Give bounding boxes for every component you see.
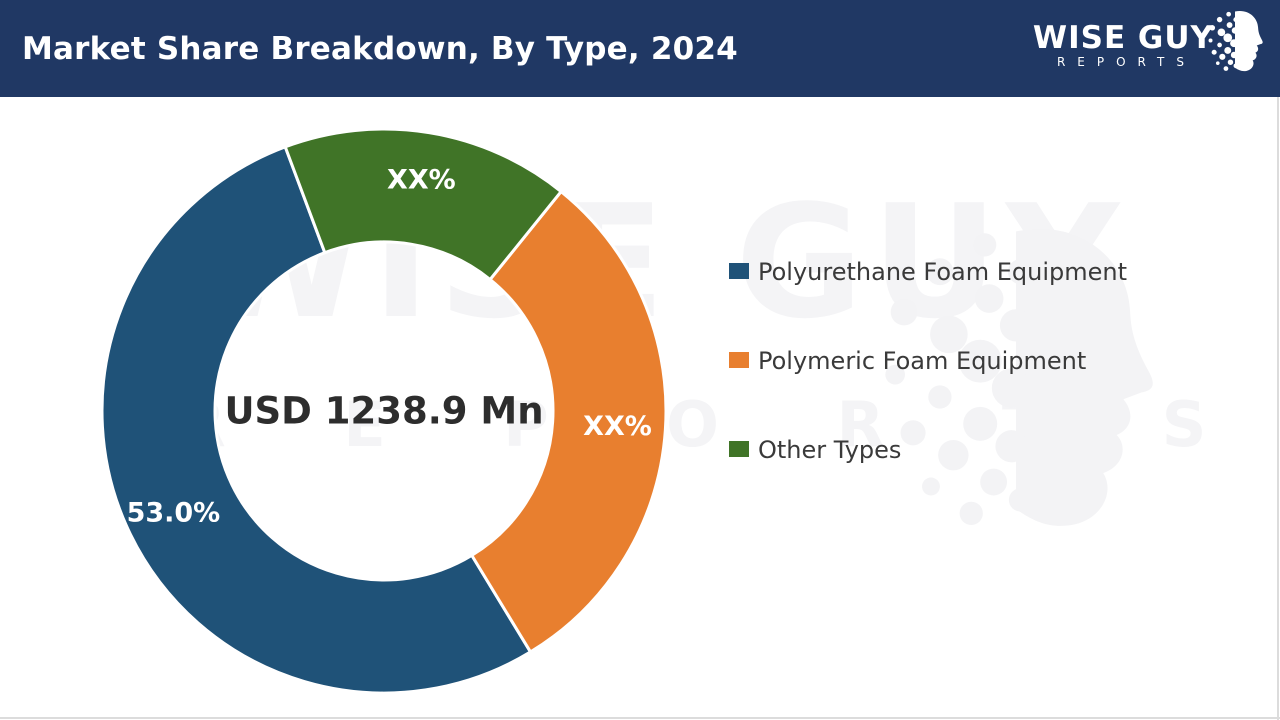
brand-name: WISE GUY [1032, 20, 1214, 56]
brand-subtitle: REPORTS [1056, 55, 1196, 69]
donut-segment-1 [470, 190, 668, 654]
legend-label: Polyurethane Foam Equipment [758, 258, 1128, 286]
segment-value-label-1: XX% [583, 411, 652, 442]
legend-swatch-other-types [729, 441, 749, 457]
segment-value-label-2: XX% [387, 165, 456, 196]
legend-item-polymeric-foam-equipment: Polymeric Foam Equipment [729, 347, 1127, 376]
legend-swatch-polymeric [729, 352, 749, 368]
brand-logo: WISE GUY REPORTS [1033, 8, 1264, 82]
donut-chart: 53.0% XX% XX% USD 1238.9 Mn [100, 127, 668, 695]
legend-label: Other Types [758, 436, 902, 464]
donut-segment-2 [283, 127, 563, 281]
chart-legend: Polyurethane Foam Equipment Polymeric Fo… [729, 258, 1127, 525]
legend-label: Polymeric Foam Equipment [758, 347, 1087, 375]
segment-value-label-0: 53.0% [127, 498, 221, 529]
wise-guy-face-icon [1206, 8, 1264, 82]
bottom-border-line [0, 717, 1280, 719]
legend-item-polyurethane-foam-equipment: Polyurethane Foam Equipment [729, 258, 1127, 287]
donut-segment-0 [100, 145, 532, 695]
legend-swatch-polyurethane [729, 263, 749, 279]
right-border-line [1277, 97, 1279, 720]
donut-center-value: USD 1238.9 Mn [224, 390, 543, 433]
legend-item-other-types: Other Types [729, 436, 1127, 465]
page-title: Market Share Breakdown, By Type, 2024 [22, 30, 738, 67]
header-bar: Market Share Breakdown, By Type, 2024 WI… [0, 0, 1280, 97]
